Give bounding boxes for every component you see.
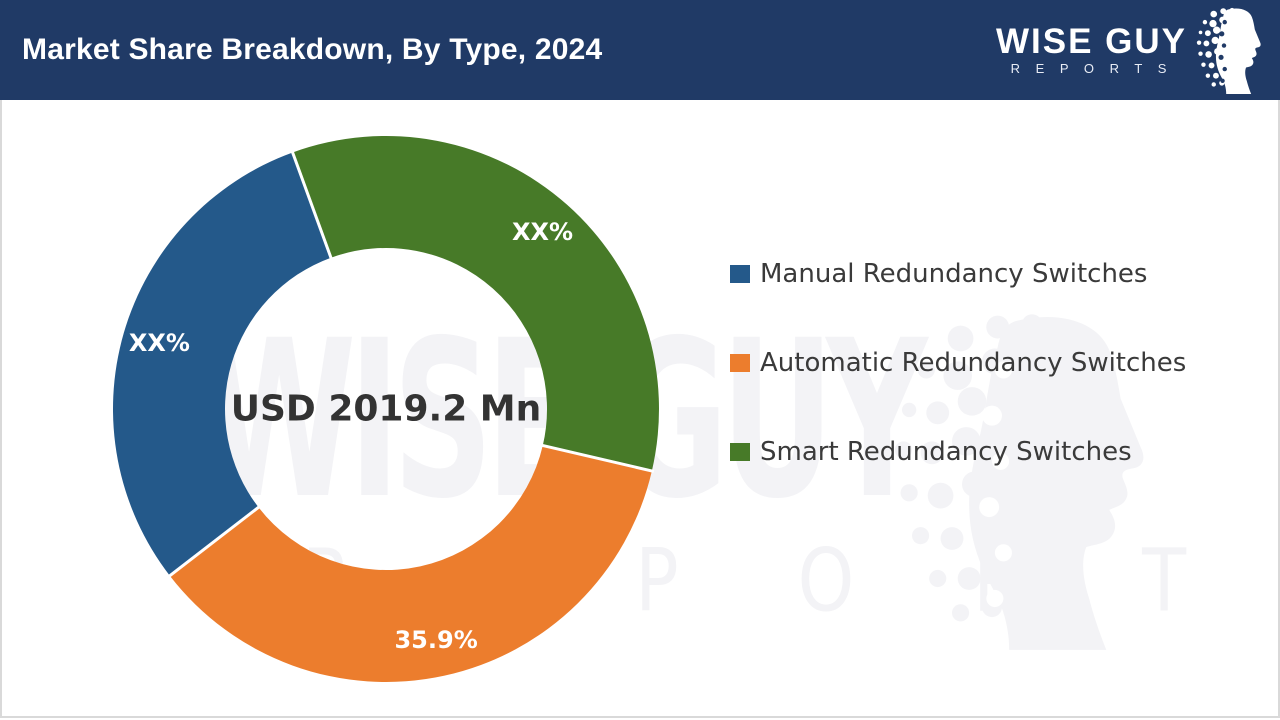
legend-swatch-manual-redundancy-switches xyxy=(730,265,750,283)
legend-label-automatic-redundancy-switches: Automatic Redundancy Switches xyxy=(760,348,1187,378)
slice-separator xyxy=(540,443,655,473)
legend-item-smart-redundancy-switches: Smart Redundancy Switches xyxy=(730,437,1132,467)
slice-separator xyxy=(290,150,334,261)
wiseguy-face-watermark xyxy=(894,314,1144,650)
legend-swatch-smart-redundancy-switches xyxy=(730,443,750,461)
wiseguy-logo-line1: WISE GUY xyxy=(995,21,1187,61)
wiseguy-face-icon xyxy=(1196,7,1261,94)
pie-slice-manual-redundancy-switches xyxy=(112,152,331,576)
pie-slice-automatic-redundancy-switches xyxy=(169,445,652,682)
legend-item-automatic-redundancy-switches: Automatic Redundancy Switches xyxy=(730,348,1187,378)
legend-swatch-automatic-redundancy-switches xyxy=(730,354,750,372)
slice-separator xyxy=(167,504,262,579)
wiseguy-logo-text: WISE GUY R E P O R T S xyxy=(995,21,1187,77)
plot-area: WISE GUY R E P O R T S xyxy=(0,100,1280,718)
legend-label-smart-redundancy-switches: Smart Redundancy Switches xyxy=(760,437,1132,467)
legend-item-manual-redundancy-switches: Manual Redundancy Switches xyxy=(730,259,1148,289)
wiseguy-logo: WISE GUY R E P O R T S xyxy=(996,0,1268,100)
pie-slice-smart-redundancy-switches xyxy=(292,135,659,471)
slice-label-manual-redundancy-switches: XX% xyxy=(128,329,190,358)
wiseguy-logo-line2: R E P O R T S xyxy=(1010,60,1173,76)
slice-label-automatic-redundancy-switches: 35.9% xyxy=(394,625,478,654)
legend-label-manual-redundancy-switches: Manual Redundancy Switches xyxy=(760,259,1148,289)
page-title: Market Share Breakdown, By Type, 2024 xyxy=(22,33,603,66)
donut-center-value: USD 2019.2 Mn xyxy=(230,388,542,430)
slice-label-smart-redundancy-switches: XX% xyxy=(512,218,574,247)
donut-chart xyxy=(112,135,659,682)
header-bar: Market Share Breakdown, By Type, 2024 WI… xyxy=(0,0,1280,100)
